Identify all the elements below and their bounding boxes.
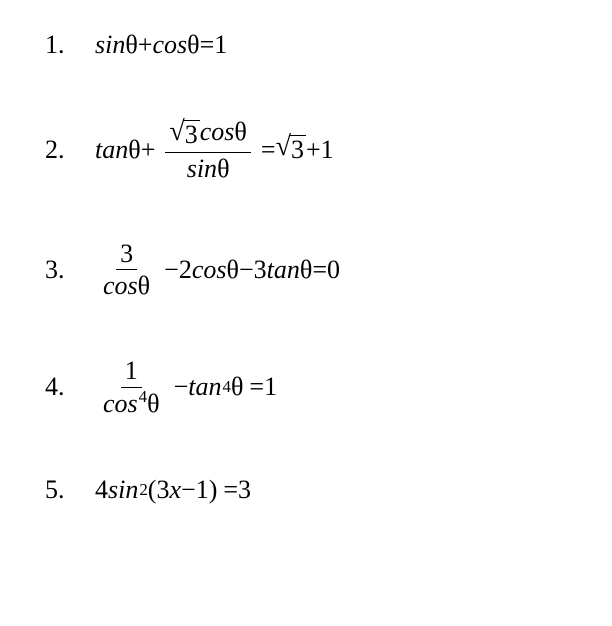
cos-fn: cos	[152, 30, 187, 60]
minus-op: −	[164, 255, 179, 285]
tan-fn: tan	[188, 372, 221, 402]
problem-number: 3.	[45, 255, 95, 285]
numerator: √3cosθ	[165, 118, 251, 153]
lparen: (	[148, 475, 157, 505]
equation: tanθ + √3cosθ sinθ = √3 + 1	[95, 118, 334, 182]
theta: θ	[138, 271, 150, 300]
cos-fn: cos	[192, 255, 227, 285]
theta: θ	[187, 30, 199, 60]
radicand: 3	[183, 120, 200, 150]
equals-op: =	[200, 30, 215, 60]
equals-op: =	[312, 255, 327, 285]
fraction: √3cosθ sinθ	[165, 118, 251, 182]
theta: θ	[128, 135, 140, 165]
zero: 0	[327, 255, 340, 285]
theta: θ	[147, 389, 159, 418]
sin-fn: sin	[187, 154, 217, 183]
theta: θ	[231, 372, 243, 402]
var-x: x	[169, 475, 181, 505]
theta: θ	[234, 117, 246, 146]
problem-number: 1.	[45, 30, 95, 60]
one: 1	[196, 475, 209, 505]
theta: θ	[125, 30, 137, 60]
rhs: 1	[214, 30, 227, 60]
plus-op: +	[306, 135, 321, 165]
sin-fn: sin	[95, 30, 125, 60]
problem-number: 5.	[45, 475, 95, 505]
problem-4: 4. 1 cos4θ − tan4θ = 1	[45, 357, 572, 417]
plus-op: +	[138, 30, 153, 60]
theta: θ	[300, 255, 312, 285]
denominator: cos4θ	[99, 388, 164, 417]
theta: θ	[217, 154, 229, 183]
problem-number: 2.	[45, 135, 95, 165]
rparen: )	[209, 475, 218, 505]
fraction: 1 cos4θ	[99, 357, 164, 417]
problem-2: 2. tanθ + √3cosθ sinθ = √3 + 1	[45, 118, 572, 182]
sup-4: 4	[139, 387, 147, 406]
rhs: 1	[264, 372, 277, 402]
one: 1	[321, 135, 334, 165]
sqrt: √3	[169, 120, 199, 150]
equation: 4sin2(3x − 1) = 3	[95, 475, 251, 505]
problem-number: 4.	[45, 372, 95, 402]
equation: 3 cosθ − 2cosθ − 3tanθ = 0	[95, 240, 340, 300]
equation: sinθ + cosθ = 1	[95, 30, 227, 60]
tan-fn: tan	[267, 255, 300, 285]
equals-op: =	[223, 475, 238, 505]
equals-op: =	[249, 372, 264, 402]
numerator: 3	[116, 240, 137, 270]
rhs: 3	[238, 475, 251, 505]
radicand: 3	[289, 135, 306, 165]
sqrt: √3	[276, 135, 306, 165]
denominator: sinθ	[183, 153, 234, 182]
problem-3: 3. 3 cosθ − 2cosθ − 3tanθ = 0	[45, 240, 572, 300]
cos-fn: cos	[103, 389, 138, 418]
two: 2	[179, 255, 192, 285]
numerator: 1	[121, 357, 142, 387]
problem-1: 1. sinθ + cosθ = 1	[45, 30, 572, 60]
problem-5: 5. 4sin2(3x − 1) = 3	[45, 475, 572, 505]
denominator: cosθ	[99, 270, 154, 299]
equals-op: =	[261, 135, 276, 165]
fraction: 3 cosθ	[99, 240, 154, 300]
equation: 1 cos4θ − tan4θ = 1	[95, 357, 277, 417]
four: 4	[95, 475, 108, 505]
cos-fn: cos	[103, 271, 138, 300]
cos-fn: cos	[200, 117, 235, 146]
tan-fn: tan	[95, 135, 128, 165]
minus-op: −	[174, 372, 189, 402]
theta: θ	[226, 255, 238, 285]
plus-op: +	[141, 135, 156, 165]
three: 3	[254, 255, 267, 285]
minus-op: −	[181, 475, 196, 505]
sin-fn: sin	[108, 475, 138, 505]
minus-op: −	[239, 255, 254, 285]
three: 3	[156, 475, 169, 505]
